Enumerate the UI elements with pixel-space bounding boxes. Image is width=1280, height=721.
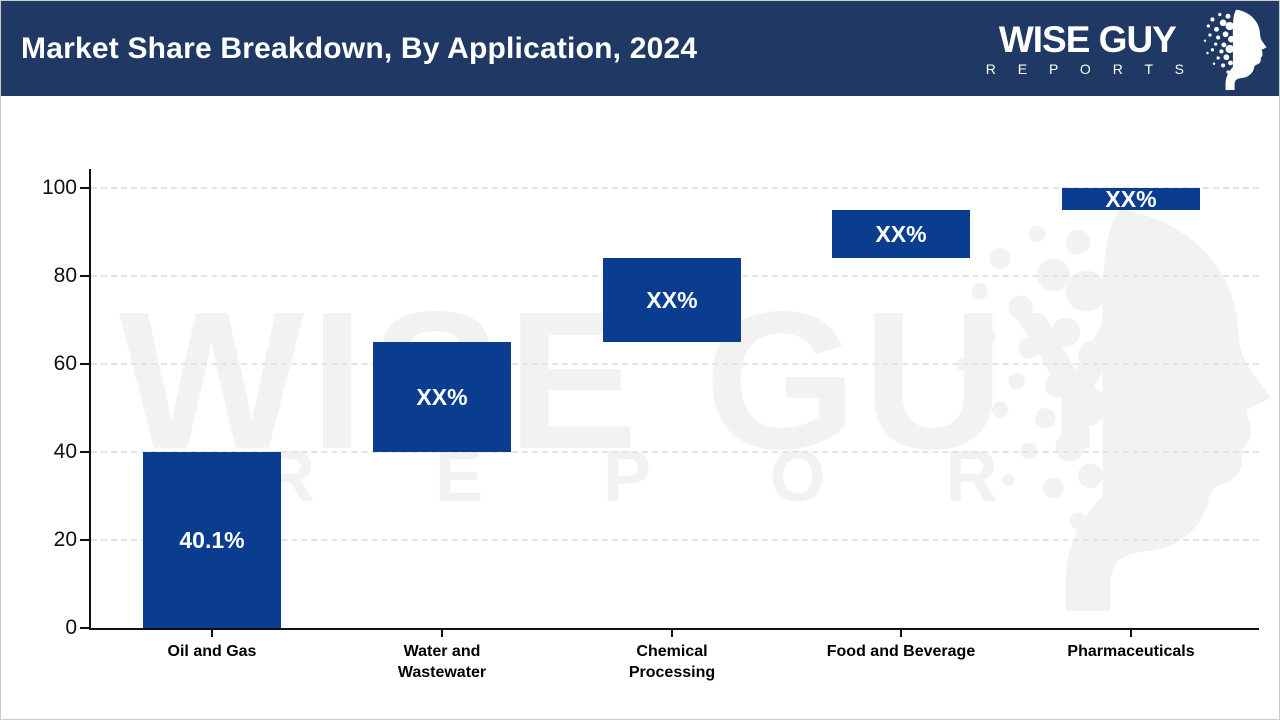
bar bbox=[603, 258, 741, 342]
brand-name: WISE GUY bbox=[998, 18, 1177, 60]
brand-subtitle: R E P O R T S bbox=[985, 60, 1193, 77]
y-tick-mark bbox=[80, 187, 89, 189]
bar bbox=[832, 210, 970, 259]
face-profile-icon bbox=[1203, 9, 1267, 90]
x-tick-mark bbox=[441, 630, 443, 637]
y-tick-label: 80 bbox=[53, 264, 77, 287]
y-tick-mark bbox=[80, 539, 89, 541]
bar-value-label: XX% bbox=[646, 287, 698, 314]
bar bbox=[1062, 188, 1200, 210]
x-tick-mark bbox=[1130, 630, 1132, 637]
bar-value-label: XX% bbox=[416, 383, 468, 410]
y-tick-label: 0 bbox=[65, 616, 77, 639]
brand-logo: WISE GUY R E P O R T S bbox=[982, 7, 1269, 91]
header: Market Share Breakdown, By Application, … bbox=[1, 1, 1279, 96]
x-category-label: Oil and Gas bbox=[167, 643, 257, 660]
bar-value-label: XX% bbox=[875, 221, 927, 248]
x-category-label: Water and Wastewater bbox=[397, 643, 487, 681]
y-tick-label: 20 bbox=[53, 528, 77, 551]
x-category-label: Pharmaceuticals bbox=[1067, 643, 1195, 660]
y-tick-label: 100 bbox=[41, 176, 77, 199]
y-tick-label: 40 bbox=[53, 440, 77, 463]
brand-logo-text: WISE GUY R E P O R T S bbox=[982, 21, 1193, 77]
bar bbox=[143, 451, 281, 628]
x-tick-mark bbox=[900, 630, 902, 637]
y-tick-mark bbox=[80, 275, 89, 277]
gridline bbox=[91, 187, 1259, 189]
x-axis-line bbox=[89, 628, 1259, 630]
x-category-label: Chemical Processing bbox=[628, 643, 716, 681]
y-tick-mark bbox=[80, 363, 89, 365]
page-title: Market Share Breakdown, By Application, … bbox=[21, 31, 698, 65]
y-tick-label: 60 bbox=[53, 352, 77, 375]
x-tick-mark bbox=[671, 630, 673, 637]
bar-value-label: XX% bbox=[1105, 186, 1157, 212]
x-tick-mark bbox=[211, 630, 213, 637]
y-tick-mark bbox=[80, 627, 89, 629]
bar bbox=[373, 342, 511, 452]
bar-value-label: 40.1% bbox=[179, 526, 245, 553]
gridline bbox=[91, 451, 1259, 453]
x-category-label: Food and Beverage bbox=[826, 643, 976, 660]
gridline bbox=[91, 363, 1259, 365]
y-axis-line bbox=[89, 169, 91, 630]
gridline bbox=[91, 539, 1259, 541]
y-tick-mark bbox=[80, 451, 89, 453]
